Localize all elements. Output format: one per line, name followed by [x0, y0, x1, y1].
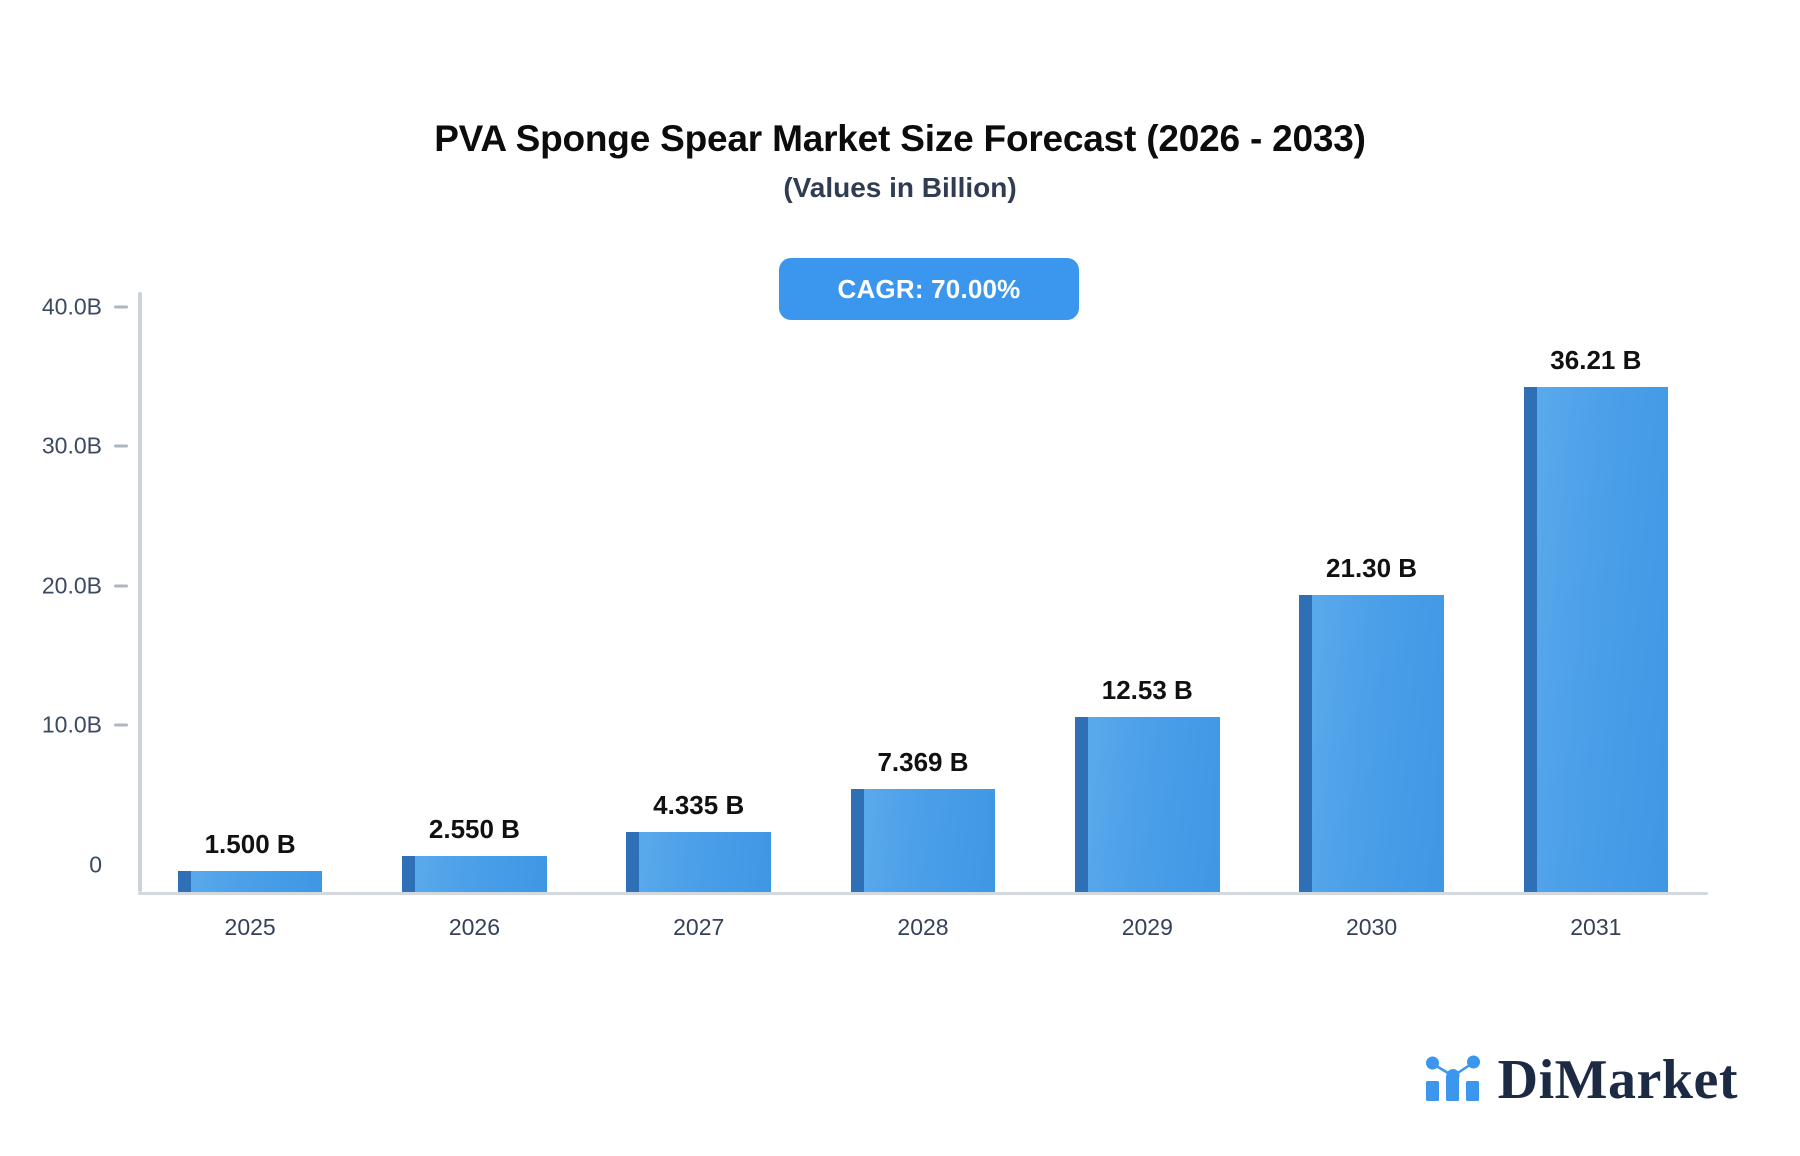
bar-side-face [1523, 386, 1537, 892]
y-axis-line [138, 292, 142, 892]
bar-side-face [1074, 717, 1088, 892]
y-axis-tick: 40.0B [42, 293, 138, 320]
bar-value-label: 21.30 B [1326, 552, 1418, 583]
bar-side-face [177, 871, 191, 892]
x-axis-tick-label: 2029 [1121, 914, 1173, 940]
x-axis-tick-label: 2025 [224, 914, 276, 940]
y-axis-tick-mark [114, 723, 128, 727]
bar-group[interactable]: 2.550 B 2026 [402, 814, 547, 940]
bar[interactable]: 1.500 B [177, 829, 323, 892]
y-axis-tick-mark [114, 444, 128, 448]
bar-value-label: 4.335 B [653, 789, 745, 820]
bar[interactable]: 7.369 B [850, 747, 996, 892]
bar-front-face [415, 856, 547, 892]
bar[interactable]: 4.335 B [626, 790, 772, 892]
y-axis-tick-label: 40.0B [41, 293, 102, 320]
bar-side-face [1299, 594, 1313, 892]
dimarket-logo: DiMarket [1422, 1051, 1738, 1108]
bar-side-face [850, 789, 864, 892]
y-axis-tick: 30.0B [42, 433, 138, 460]
x-axis-tick-label: 2031 [1570, 914, 1622, 940]
chart-subtitle: (Values in Billion) [783, 172, 1017, 203]
bar-front-face [190, 871, 323, 892]
bar-front-face [1536, 386, 1669, 892]
bar-chart-dots-icon [1422, 1051, 1484, 1108]
bar-value-label: 7.369 B [877, 747, 969, 778]
bar-group[interactable]: 21.30 B 2030 [1299, 553, 1444, 940]
bar[interactable]: 21.30 B [1299, 553, 1444, 892]
bar-value-label: 1.500 B [204, 829, 296, 860]
bar[interactable]: 12.53 B [1074, 675, 1220, 892]
bar-group[interactable]: 1.500 B 2025 [177, 829, 323, 940]
y-axis-tick-label: 20.0B [41, 572, 102, 599]
y-axis-tick-mark [114, 584, 128, 588]
cagr-badge: CAGR: 70.00% [779, 258, 1079, 320]
x-axis-tick-label: 2028 [897, 914, 949, 940]
bar-side-face [626, 831, 640, 892]
x-axis-tick-label: 2027 [673, 914, 725, 940]
y-axis-tick-mark [114, 305, 128, 309]
bar-front-face [639, 831, 772, 892]
plot-area: 40.0B 30.0B 20.0B 10.0B 0 1.500 B 2025 2.550 B… [42, 292, 1708, 940]
y-axis-tick-label: 10.0B [41, 711, 102, 738]
bar-side-face [402, 856, 416, 892]
logo-wordmark: DiMarket [1497, 1048, 1738, 1111]
bar-group[interactable]: 12.53 B 2029 [1074, 675, 1220, 940]
page-title: PVA Sponge Spear Market Size Forecast (2… [434, 118, 1366, 159]
bar-front-face [1087, 717, 1220, 892]
y-axis-tick-label: 30.0B [41, 432, 102, 459]
x-axis-tick-label: 2030 [1345, 914, 1398, 940]
bar-front-face [1312, 594, 1444, 892]
bar-group[interactable]: 7.369 B 2028 [850, 747, 996, 940]
bar-value-label: 12.53 B [1101, 675, 1193, 706]
bar-group[interactable]: 4.335 B 2027 [626, 790, 772, 940]
bar-value-label: 2.550 B [428, 814, 520, 845]
y-axis-tick: 20.0B [42, 572, 138, 599]
bar[interactable]: 36.21 B [1523, 345, 1669, 892]
x-axis-tick-label: 2026 [448, 914, 501, 940]
bar-front-face [863, 789, 996, 892]
y-axis-tick: 0 [89, 852, 138, 879]
bar-group[interactable]: 36.21 B 2031 [1523, 345, 1669, 940]
y-axis-tick-label: 0 [89, 851, 102, 878]
bar[interactable]: 2.550 B [402, 814, 547, 892]
y-axis-tick: 10.0B [42, 712, 138, 739]
bar-value-label: 36.21 B [1550, 344, 1642, 375]
x-axis-line [138, 892, 1708, 895]
